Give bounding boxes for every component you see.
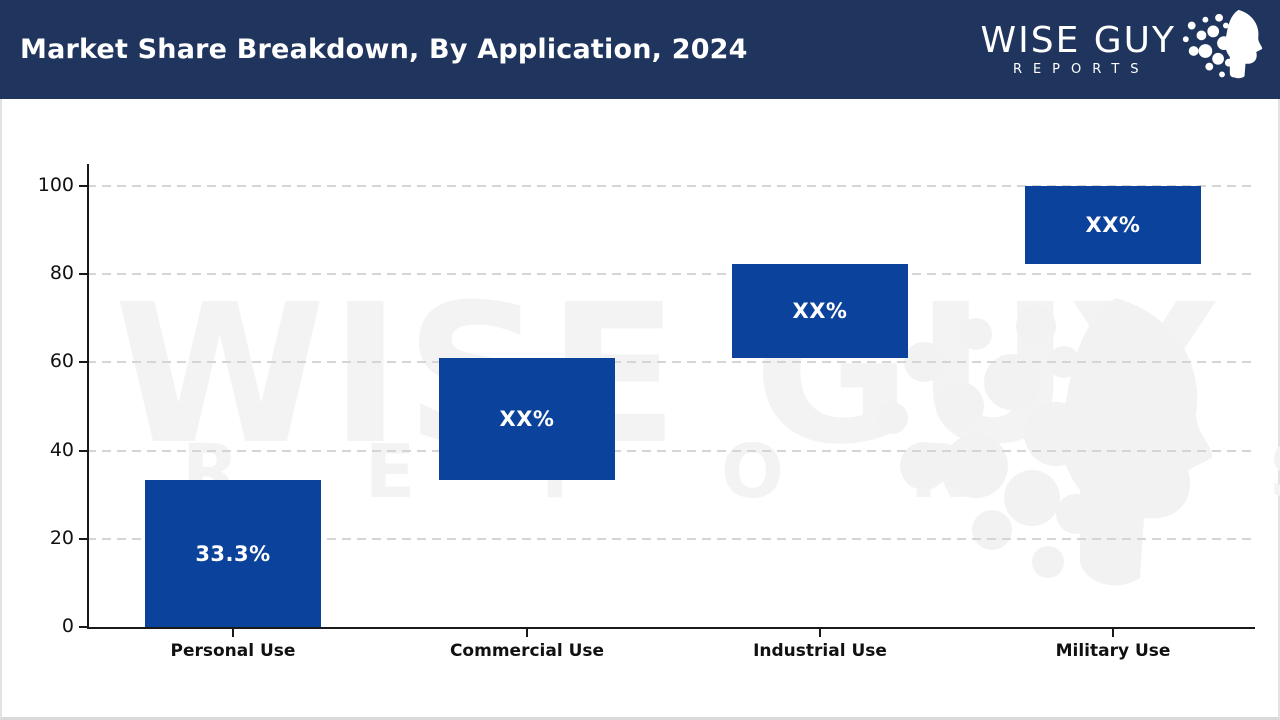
- logo-wordmark: WISE GUY REPORTS: [980, 19, 1177, 77]
- watermark-head-icon: [876, 298, 1212, 586]
- x-label-commercial-use: Commercial Use: [449, 641, 605, 661]
- gridline-80: [87, 273, 1255, 276]
- x-tick-military-use: [1112, 629, 1114, 637]
- bar-value-label: XX%: [792, 298, 848, 323]
- y-tick-60: [79, 361, 87, 364]
- logo-line1: WISE GUY: [980, 19, 1176, 61]
- y-tick-20: [79, 537, 87, 540]
- page-title: Market Share Breakdown, By Application, …: [20, 34, 748, 65]
- bar-value-label: 33.3%: [195, 541, 271, 566]
- header-bar: Market Share Breakdown, By Application, …: [0, 0, 1280, 99]
- x-label-industrial-use: Industrial Use: [753, 641, 887, 661]
- gridline-20: [87, 537, 1255, 540]
- y-axis-line: [87, 163, 89, 629]
- bar-value-label: XX%: [499, 406, 555, 431]
- x-label-military-use: Military Use: [1055, 641, 1171, 661]
- bar-value-label: XX%: [1085, 212, 1141, 237]
- x-label-personal-use: Personal Use: [170, 641, 296, 661]
- gridline-60: [87, 361, 1255, 364]
- y-tick-40: [79, 449, 87, 452]
- y-tick-100: [79, 185, 87, 187]
- y-tick-label-20: 20: [49, 526, 74, 549]
- bar-commercial-use: XX%: [439, 357, 615, 481]
- y-tick-80: [79, 273, 87, 276]
- gridline-100: [87, 185, 1255, 187]
- gridline-40: [87, 449, 1255, 452]
- y-tick-label-0: 0: [61, 615, 74, 637]
- x-axis-line: [87, 627, 1255, 629]
- bar-personal-use: 33.3%: [145, 480, 321, 627]
- x-tick-industrial-use: [819, 629, 821, 637]
- y-tick-label-40: 40: [49, 438, 74, 461]
- y-tick-label-100: 100: [37, 174, 74, 196]
- wise-guy-logo: WISE GUY REPORTS: [981, 6, 1267, 94]
- bar-military-use: XX%: [1025, 186, 1201, 264]
- waterfall-chart: WISE GUY R E P O R T S 0 20 40 60 80 100 33.3%…: [0, 99, 1280, 720]
- y-tick-label-80: 80: [49, 262, 74, 285]
- bar-industrial-use: XX%: [732, 263, 908, 358]
- y-tick-0: [79, 626, 87, 628]
- logo-head-icon: [1182, 9, 1263, 78]
- logo-line2: REPORTS: [1012, 61, 1150, 77]
- x-tick-personal-use: [232, 629, 234, 637]
- x-tick-commercial-use: [526, 629, 528, 637]
- y-tick-label-60: 60: [49, 350, 74, 373]
